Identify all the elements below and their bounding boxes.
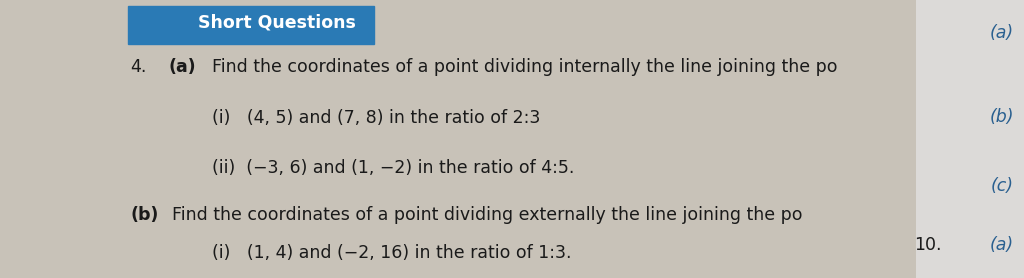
Text: (c): (c) (991, 177, 1014, 195)
Text: (i)   (1, 4) and (−2, 16) in the ratio of 1:3.: (i) (1, 4) and (−2, 16) in the ratio of … (212, 244, 571, 262)
Text: Find the coordinates of a point dividing externally the line joining the po: Find the coordinates of a point dividing… (172, 207, 803, 224)
Text: (b): (b) (130, 207, 159, 224)
FancyBboxPatch shape (128, 6, 374, 44)
Text: Short Questions: Short Questions (198, 13, 355, 31)
Text: (ii)  (−3, 6) and (1, −2) in the ratio of 4:5.: (ii) (−3, 6) and (1, −2) in the ratio of… (212, 159, 574, 177)
Text: 4.: 4. (130, 58, 146, 76)
Bar (916, 0, 1024, 278)
Text: (i)   (4, 5) and (7, 8) in the ratio of 2:3: (i) (4, 5) and (7, 8) in the ratio of 2:… (212, 109, 541, 127)
Text: Find the coordinates of a point dividing internally the line joining the po: Find the coordinates of a point dividing… (212, 58, 838, 76)
Text: (a): (a) (989, 236, 1014, 254)
Text: (b): (b) (989, 108, 1014, 126)
Text: (a): (a) (169, 58, 197, 76)
Text: (a): (a) (989, 24, 1014, 42)
Text: 10.: 10. (914, 236, 942, 254)
